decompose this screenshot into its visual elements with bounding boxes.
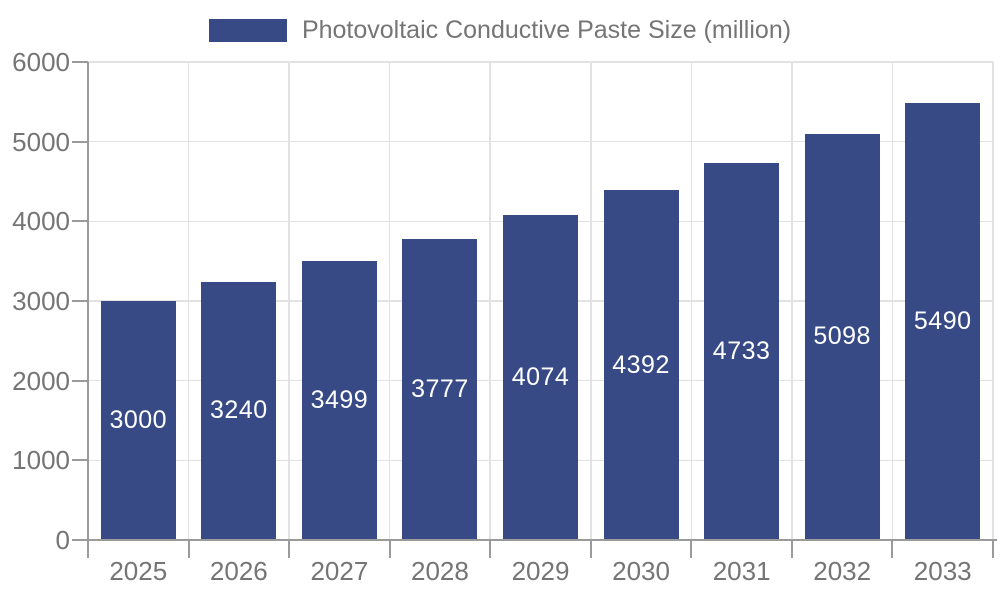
bar-value-label: 5490 [913, 306, 972, 335]
gridline-vertical [288, 62, 290, 540]
x-tick-label: 2029 [511, 556, 570, 586]
gridline-vertical [992, 62, 994, 540]
y-tick-label: 3000 [12, 286, 70, 316]
bar: 4733 [704, 162, 780, 540]
y-tick [72, 61, 88, 63]
legend-label: Photovoltaic Conductive Paste Size (mill… [301, 16, 792, 44]
y-tick-label: 0 [55, 525, 70, 555]
x-tick [790, 541, 793, 558]
bar: 3499 [301, 261, 377, 540]
y-tick [72, 220, 88, 223]
x-axis-line [80, 539, 997, 541]
bar: 4392 [603, 190, 679, 540]
legend-swatch [208, 19, 287, 42]
gridline-vertical [187, 62, 190, 540]
gridline-vertical [589, 62, 592, 540]
y-tick-label: 1000 [12, 445, 70, 476]
bar: 5490 [905, 102, 981, 540]
y-tick-label: 5000 [12, 126, 70, 157]
gridline-vertical [791, 62, 793, 540]
bar: 3240 [201, 281, 277, 540]
bar-value-label: 4074 [511, 363, 570, 392]
bar-value-label: 3240 [210, 396, 268, 425]
bar: 5098 [804, 133, 880, 540]
y-tick [72, 140, 88, 143]
x-tick [489, 541, 492, 558]
x-tick-label: 2027 [310, 556, 369, 586]
bar-value-label: 3777 [411, 375, 469, 404]
bar-value-label: 3000 [109, 406, 168, 434]
bar: 3000 [100, 301, 176, 540]
x-tick [690, 541, 693, 558]
y-axis-line [87, 62, 89, 540]
x-tick [288, 541, 291, 558]
x-tick-label: 2031 [712, 556, 771, 586]
x-tick [87, 541, 89, 558]
bar: 4074 [503, 215, 578, 540]
gridline-horizontal [88, 140, 993, 143]
y-tick [72, 300, 88, 302]
y-tick-label: 4000 [12, 206, 70, 237]
gridline-horizontal [88, 61, 993, 63]
x-tick-label: 2028 [411, 556, 469, 586]
gridline-vertical [388, 62, 391, 540]
bar-value-label: 4392 [612, 350, 670, 379]
x-tick [187, 541, 190, 558]
gridline-vertical [489, 62, 492, 540]
legend: Photovoltaic Conductive Paste Size (mill… [0, 16, 1000, 45]
bar-value-label: 4733 [712, 336, 771, 365]
plot-area: 3000 3240 3499 3777 4074 4392 4733 5098 5490 [72, 61, 997, 558]
x-tick [388, 541, 391, 558]
bar-value-label: 5098 [813, 322, 871, 351]
x-tick-label: 2030 [612, 556, 670, 586]
bar: 3777 [402, 239, 478, 540]
y-tick-label: 6000 [12, 47, 70, 77]
x-tick [589, 541, 592, 558]
y-tick [72, 379, 88, 382]
x-tick-label: 2033 [913, 556, 972, 586]
gridline-vertical [690, 62, 693, 540]
y-tick-label: 2000 [12, 365, 70, 396]
gridline-vertical [891, 62, 894, 540]
x-tick [891, 541, 894, 558]
x-tick-label: 2026 [209, 556, 268, 586]
x-tick-label: 2032 [813, 556, 872, 586]
x-tick-label: 2025 [109, 556, 168, 586]
x-tick [992, 541, 994, 558]
bar-value-label: 3499 [310, 386, 369, 415]
y-tick [72, 459, 88, 462]
